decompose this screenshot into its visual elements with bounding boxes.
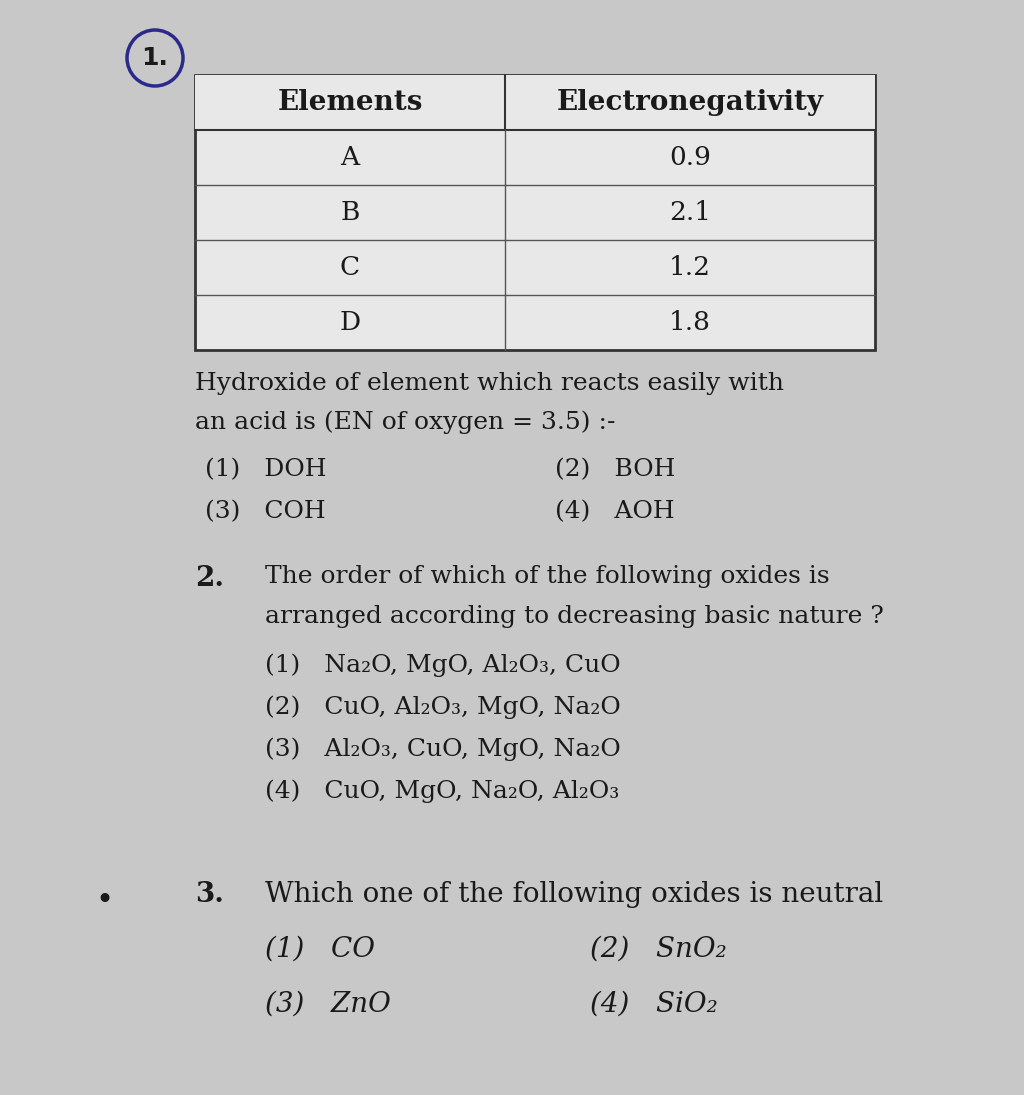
Text: (1)   Na₂O, MgO, Al₂O₃, CuO: (1) Na₂O, MgO, Al₂O₃, CuO — [265, 653, 621, 677]
FancyBboxPatch shape — [195, 74, 874, 350]
Text: (4)   SiO₂: (4) SiO₂ — [590, 991, 718, 1018]
Text: The order of which of the following oxides is: The order of which of the following oxid… — [265, 565, 829, 588]
Text: Hydroxide of element which reacts easily with: Hydroxide of element which reacts easily… — [195, 372, 784, 395]
Text: •: • — [95, 886, 113, 915]
Text: 0.9: 0.9 — [669, 145, 711, 170]
Text: Electronegativity: Electronegativity — [556, 89, 823, 116]
Text: C: C — [340, 255, 360, 280]
Text: 1.2: 1.2 — [669, 255, 711, 280]
Text: B: B — [340, 200, 359, 224]
Text: (3)   COH: (3) COH — [205, 500, 326, 523]
Text: (4)   AOH: (4) AOH — [555, 500, 675, 523]
Text: Elements: Elements — [278, 89, 423, 116]
Text: 2.: 2. — [195, 565, 224, 592]
Text: 2.1: 2.1 — [669, 200, 711, 224]
Text: (1)   DOH: (1) DOH — [205, 458, 327, 481]
Text: (3)   Al₂O₃, CuO, MgO, Na₂O: (3) Al₂O₃, CuO, MgO, Na₂O — [265, 737, 621, 761]
Text: A: A — [340, 145, 359, 170]
Text: 3.: 3. — [195, 881, 224, 908]
Text: (2)   SnO₂: (2) SnO₂ — [590, 936, 727, 963]
Text: D: D — [339, 310, 360, 335]
Text: Which one of the following oxides is neutral: Which one of the following oxides is neu… — [265, 881, 884, 908]
Text: 1.8: 1.8 — [669, 310, 711, 335]
Text: (2)   CuO, Al₂O₃, MgO, Na₂O: (2) CuO, Al₂O₃, MgO, Na₂O — [265, 695, 621, 718]
Text: arranged according to decreasing basic nature ?: arranged according to decreasing basic n… — [265, 606, 884, 629]
Text: (2)   BOH: (2) BOH — [555, 458, 676, 481]
Text: (3)   ZnO: (3) ZnO — [265, 991, 391, 1018]
FancyBboxPatch shape — [195, 74, 874, 130]
Text: (4)   CuO, MgO, Na₂O, Al₂O₃: (4) CuO, MgO, Na₂O, Al₂O₃ — [265, 779, 620, 803]
Text: an acid is (EN of oxygen = 3.5) :-: an acid is (EN of oxygen = 3.5) :- — [195, 410, 615, 434]
Text: (1)   CO: (1) CO — [265, 936, 375, 963]
Text: 1.: 1. — [141, 46, 168, 70]
